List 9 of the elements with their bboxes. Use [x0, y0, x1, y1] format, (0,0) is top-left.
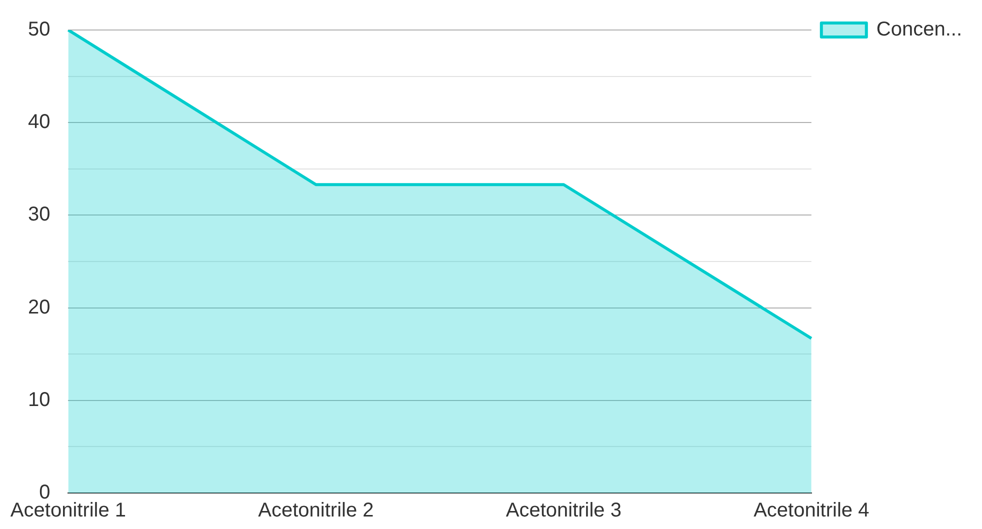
y-tick-label: 10: [28, 388, 50, 411]
x-tick-label: Acetonitrile 4: [754, 500, 870, 522]
y-tick-label: 50: [28, 18, 50, 41]
x-tick-label: Acetonitrile 3: [506, 500, 622, 522]
y-tick-label: 30: [28, 204, 50, 226]
y-tick-label: 40: [28, 111, 50, 134]
y-tick-label: 20: [28, 296, 50, 318]
x-tick-label: Acetonitrile 2: [258, 500, 374, 522]
legend-label: Concen...: [876, 18, 962, 41]
